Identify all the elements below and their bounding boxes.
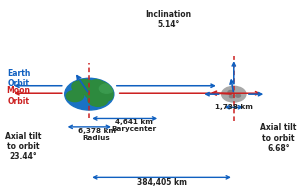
Circle shape (236, 94, 240, 97)
Circle shape (99, 84, 114, 93)
Text: Moon
Orbit: Moon Orbit (7, 86, 31, 106)
Circle shape (228, 90, 234, 94)
Circle shape (72, 79, 95, 94)
Text: 4,641 km
Barycenter: 4,641 km Barycenter (112, 119, 157, 132)
Text: Earth
Orbit: Earth Orbit (7, 69, 30, 88)
Text: 6,378 km
Radius: 6,378 km Radius (77, 128, 116, 141)
Text: Axial tilt
to orbit
6.68°: Axial tilt to orbit 6.68° (260, 123, 297, 153)
Text: Axial tilt
to orbit
23.44°: Axial tilt to orbit 23.44° (4, 132, 41, 161)
Circle shape (222, 86, 246, 102)
Circle shape (65, 78, 114, 110)
Circle shape (83, 79, 118, 102)
Circle shape (88, 93, 108, 106)
Text: 1,738 km: 1,738 km (215, 105, 253, 110)
Circle shape (66, 90, 83, 102)
Text: Inclination
5.14°: Inclination 5.14° (146, 10, 192, 29)
Circle shape (230, 95, 233, 98)
Text: 384,405 km: 384,405 km (136, 178, 187, 187)
